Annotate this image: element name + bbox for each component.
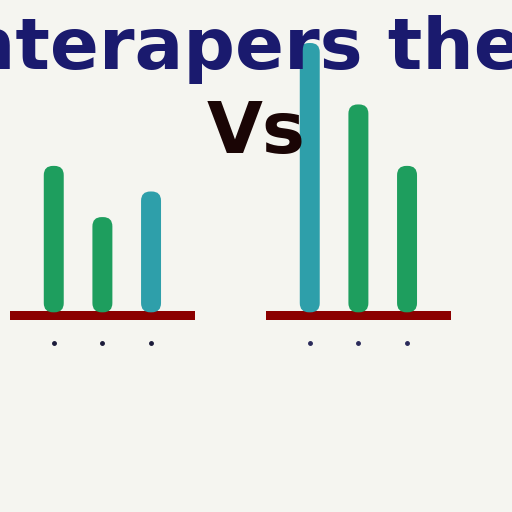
FancyBboxPatch shape: [348, 104, 369, 312]
FancyBboxPatch shape: [397, 166, 417, 312]
FancyBboxPatch shape: [44, 166, 63, 312]
Text: Vs: Vs: [206, 99, 306, 167]
Text: interapers the imte: interapers the imte: [0, 15, 512, 84]
Bar: [10, 311, 195, 320]
FancyBboxPatch shape: [300, 43, 319, 312]
Bar: [266, 311, 451, 320]
FancyBboxPatch shape: [92, 217, 113, 312]
FancyBboxPatch shape: [141, 191, 161, 312]
